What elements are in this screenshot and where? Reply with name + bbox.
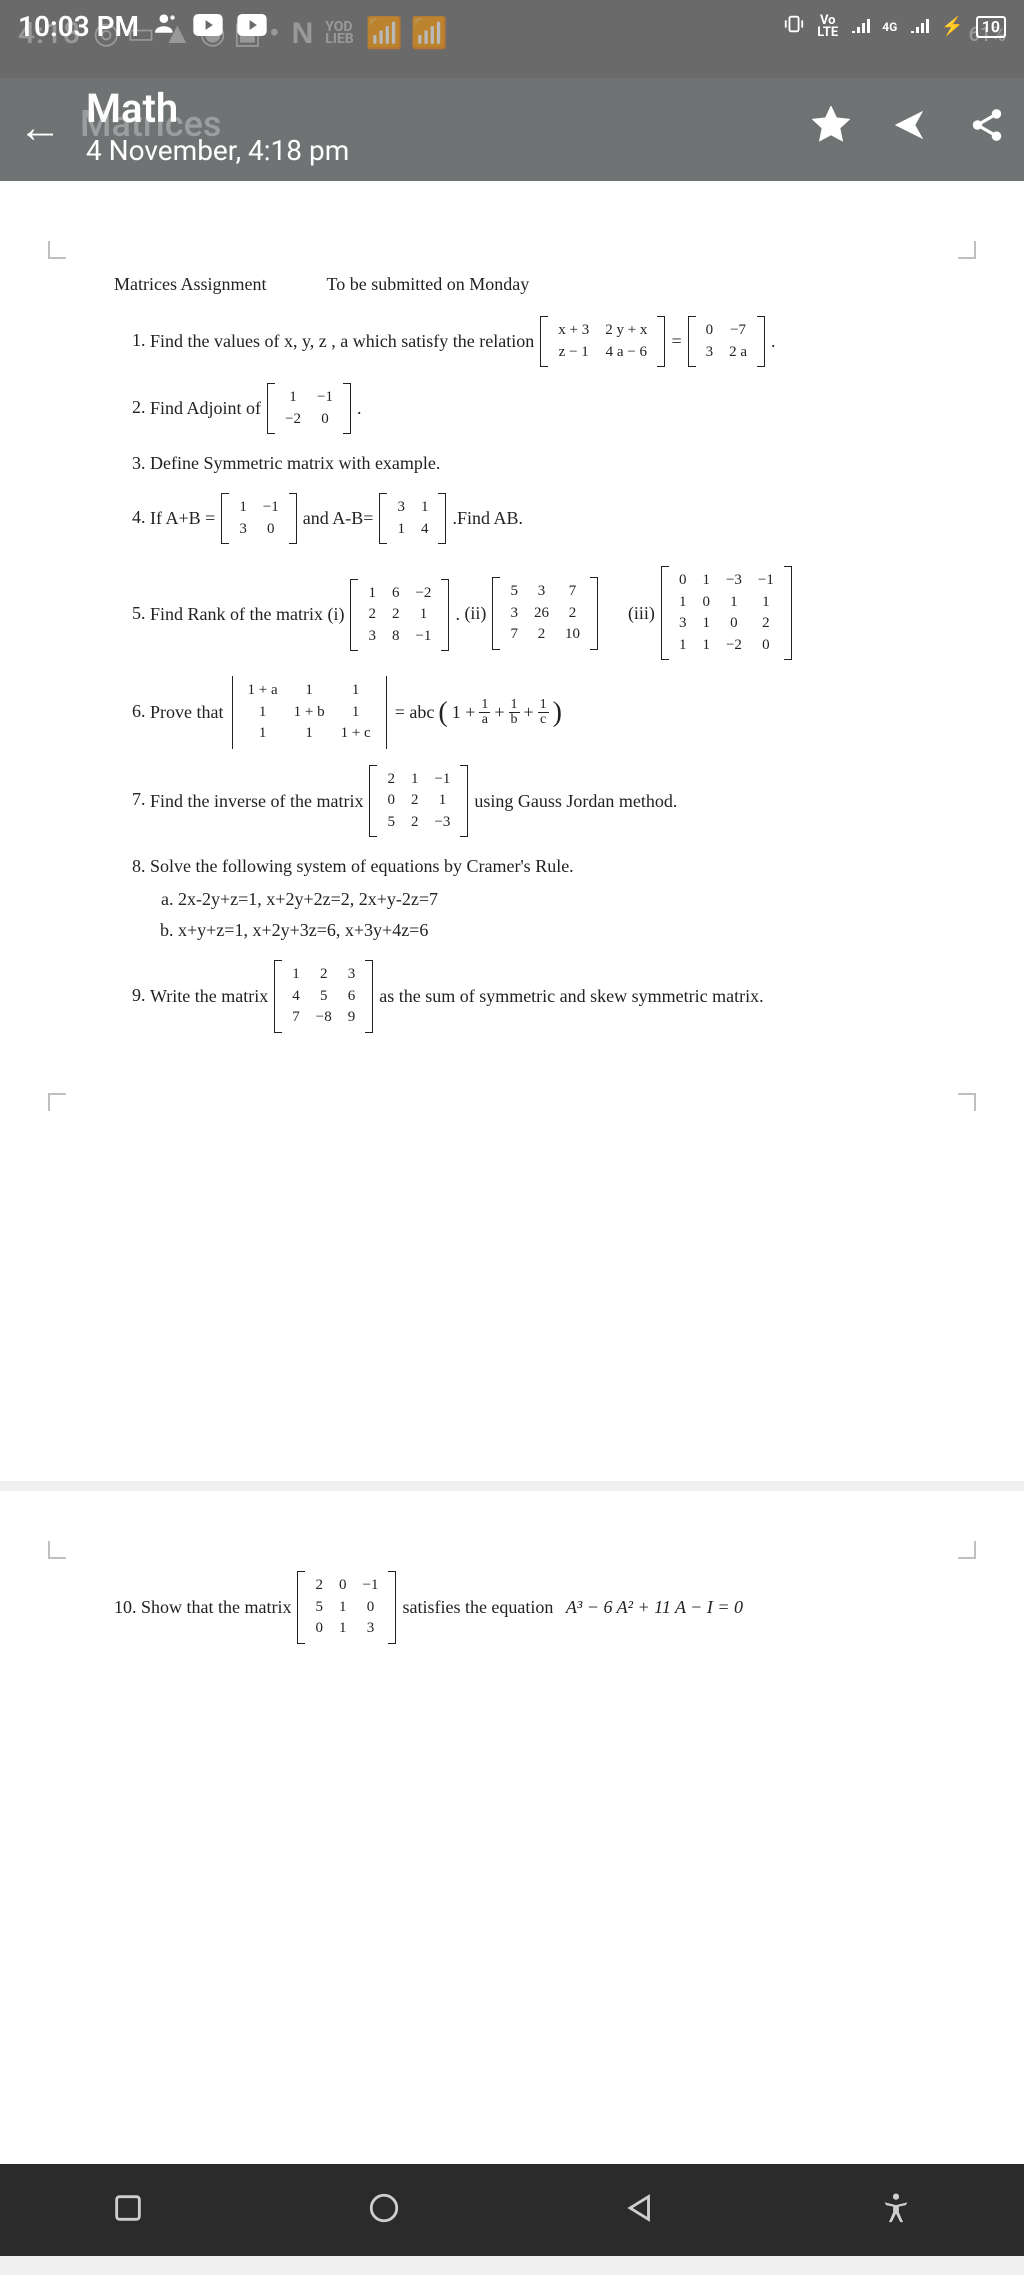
- nav-recent-button[interactable]: [111, 2191, 145, 2229]
- p9-matrix: 123 456 7−89: [274, 960, 373, 1033]
- p4-mid: and A-B=: [303, 505, 374, 532]
- p1-matrix-a: x + 32 y + x z − 14 a − 6: [540, 316, 665, 367]
- p6-det: 1 + a11 11 + b1 111 + c: [230, 676, 389, 749]
- problem-4: If A+B = 1−1 30 and A-B= 31 14 .Find AB.: [150, 493, 910, 544]
- p2-matrix: 1−1 −20: [267, 383, 351, 434]
- battery-badge: 10: [976, 16, 1006, 38]
- doc-heading-left: Matrices Assignment: [114, 271, 266, 298]
- p1-text: Find the values of x, y, z , a which sat…: [150, 328, 534, 355]
- p8-b: x+y+z=1, x+2y+3z=6, x+3y+4z=6: [178, 917, 910, 944]
- problem-3: Define Symmetric matrix with example.: [150, 450, 910, 477]
- youtube-icon: [193, 10, 223, 43]
- problem-7: Find the inverse of the matrix 21−1 021 …: [150, 765, 910, 838]
- battery-value: 10: [982, 18, 1000, 36]
- nav-back-button[interactable]: [623, 2191, 657, 2229]
- p7-matrix: 21−1 021 52−3: [369, 765, 468, 838]
- p2-text: Find Adjoint of: [150, 395, 261, 422]
- p5-iii-label: (iii): [628, 600, 655, 627]
- header-title: Math: [86, 88, 349, 130]
- p5-ii-label: (ii): [464, 600, 486, 627]
- signal-icon: [850, 15, 870, 38]
- status-lte: LTE: [817, 27, 838, 39]
- problem-list: Find the values of x, y, z , a which sat…: [114, 316, 910, 1033]
- status-4g: 4G: [882, 20, 897, 34]
- p6-eq: = abc: [395, 699, 435, 726]
- bolt-icon: ⚡: [941, 16, 963, 37]
- status-bar: 10:03 PM Vo LTE 4G: [0, 0, 1024, 43]
- p9-post: as the sum of symmetric and skew symmetr…: [379, 983, 763, 1010]
- p10-post-a: satisfies the equation: [402, 1594, 553, 1621]
- status-bar-ghost: 10:03 PM Vo LTE 4G: [0, 0, 1024, 78]
- problem-9: Write the matrix 123 456 7−89 as the sum…: [150, 960, 910, 1033]
- star-icon[interactable]: [812, 106, 850, 148]
- youtube-icon-2: [237, 10, 267, 43]
- nav-accessibility-button[interactable]: [879, 2191, 913, 2229]
- p4-post: .Find AB.: [452, 505, 523, 532]
- nav-home-button[interactable]: [367, 2191, 401, 2229]
- p9-pre: Write the matrix: [150, 983, 268, 1010]
- p10-pre: 10. Show that the matrix: [114, 1594, 291, 1621]
- back-button[interactable]: ←: [18, 105, 62, 149]
- p4-matrix-b: 31 14: [379, 493, 446, 544]
- share-icon[interactable]: [890, 106, 928, 148]
- p5-matrix-1: 16−2 221 38−1: [350, 579, 449, 652]
- problem-5: Find Rank of the matrix (i) 16−2 221 38−…: [150, 560, 910, 660]
- p8-a: 2x-2y+z=1, x+2y+2z=2, 2x+y-2z=7: [178, 886, 910, 913]
- share-graph-icon[interactable]: [968, 106, 1006, 148]
- p4-matrix-a: 1−1 30: [221, 493, 296, 544]
- signal-icon-2: [909, 15, 929, 38]
- p10-matrix: 20−1 510 013: [297, 1571, 396, 1644]
- p1-matrix-b: 0−7 32 a: [688, 316, 765, 367]
- problem-8: Solve the following system of equations …: [150, 853, 910, 944]
- document-page-2: 10. Show that the matrix 20−1 510 013 sa…: [0, 1491, 1024, 2164]
- p7-post: using Gauss Jordan method.: [474, 788, 677, 815]
- header-titles: Matrices Math 4 November, 4:18 pm: [86, 88, 349, 165]
- p10-eq: A³ − 6 A² + 11 A − I = 0: [566, 1594, 743, 1621]
- problem-2: Find Adjoint of 1−1 −20 .: [150, 383, 910, 434]
- p7-pre: Find the inverse of the matrix: [150, 788, 363, 815]
- document-page: Matrices Assignment To be submitted on M…: [0, 181, 1024, 1481]
- android-nav-bar: [0, 2164, 1024, 2256]
- p5-matrix-3: 01−3−1 1011 3102 11−20: [661, 566, 792, 660]
- app-header: ← Matrices Math 4 November, 4:18 pm: [0, 78, 1024, 181]
- vibrate-icon: [783, 13, 805, 40]
- person-add-icon: [153, 10, 179, 43]
- doc-heading-right: To be submitted on Monday: [326, 271, 529, 298]
- p6-text: Prove that: [150, 699, 224, 726]
- problem-6: Prove that 1 + a11 11 + b1 111 + c = abc…: [150, 676, 910, 749]
- p8-text: Solve the following system of equations …: [150, 856, 574, 876]
- p4-pre: If A+B =: [150, 505, 215, 532]
- problem-1: Find the values of x, y, z , a which sat…: [150, 316, 910, 367]
- p5-text: Find Rank of the matrix (i): [150, 601, 344, 628]
- header-date: 4 November, 4:18 pm: [86, 136, 349, 165]
- p5-matrix-2: 537 3262 7210: [492, 577, 598, 650]
- status-time: 10:03 PM: [18, 10, 139, 43]
